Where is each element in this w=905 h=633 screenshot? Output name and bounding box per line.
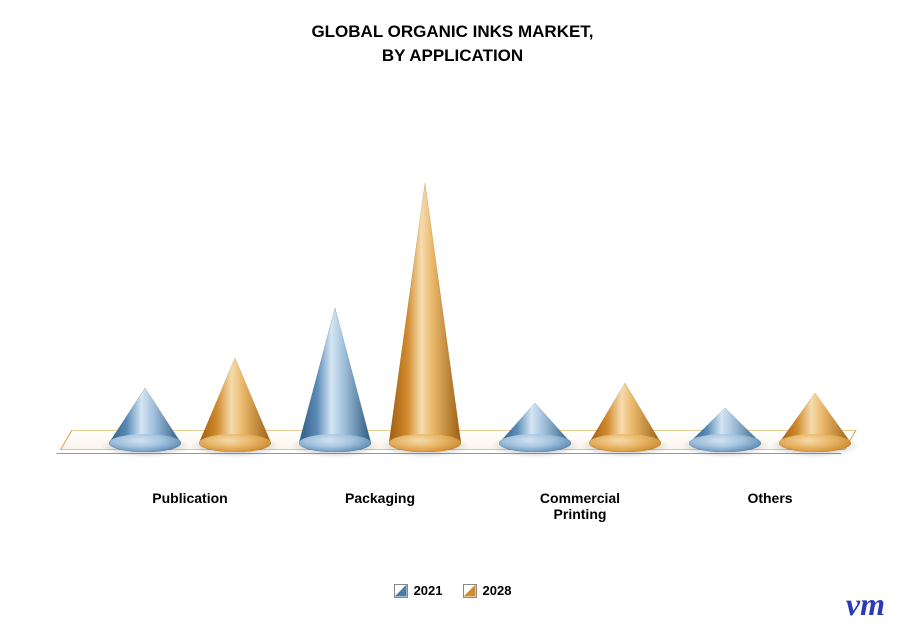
legend-swatch — [394, 584, 408, 598]
legend-label: 2028 — [483, 583, 512, 598]
cone-group — [290, 183, 470, 452]
cone — [585, 383, 665, 452]
x-axis-label: Publication — [100, 490, 280, 506]
cone-group — [490, 383, 670, 452]
cone-shape — [109, 388, 181, 452]
x-axis-label: CommercialPrinting — [490, 490, 670, 522]
legend-item: 2028 — [463, 583, 512, 598]
cone-shape — [199, 358, 271, 452]
cone — [105, 358, 185, 452]
cone — [295, 183, 375, 452]
legend-swatch — [463, 584, 477, 598]
chart-title: GLOBAL ORGANIC INKS MARKET, BY APPLICATI… — [0, 0, 905, 68]
legend: 2021 2028 — [0, 583, 905, 598]
cone-shape — [779, 393, 851, 452]
cone-shape — [389, 183, 461, 452]
cone-shape — [299, 308, 371, 452]
legend-item: 2021 — [394, 583, 443, 598]
cone-shape — [589, 383, 661, 452]
chart-title-line1: GLOBAL ORGANIC INKS MARKET, — [0, 20, 905, 44]
cone — [775, 393, 855, 452]
x-axis-label: Packaging — [290, 490, 470, 506]
legend-label: 2021 — [414, 583, 443, 598]
cone-shape — [499, 403, 571, 452]
cone — [685, 393, 765, 452]
cone-group — [100, 358, 280, 452]
x-axis-label: Others — [680, 490, 860, 506]
chart-title-line2: BY APPLICATION — [0, 44, 905, 68]
cone — [195, 358, 275, 452]
cone — [495, 383, 575, 452]
cone-group — [680, 393, 860, 452]
cone — [385, 183, 465, 452]
cone-shape — [689, 408, 761, 452]
chart-area: PublicationPackagingCommercialPrintingOt… — [60, 150, 845, 480]
brand-logo: vm — [846, 586, 885, 623]
